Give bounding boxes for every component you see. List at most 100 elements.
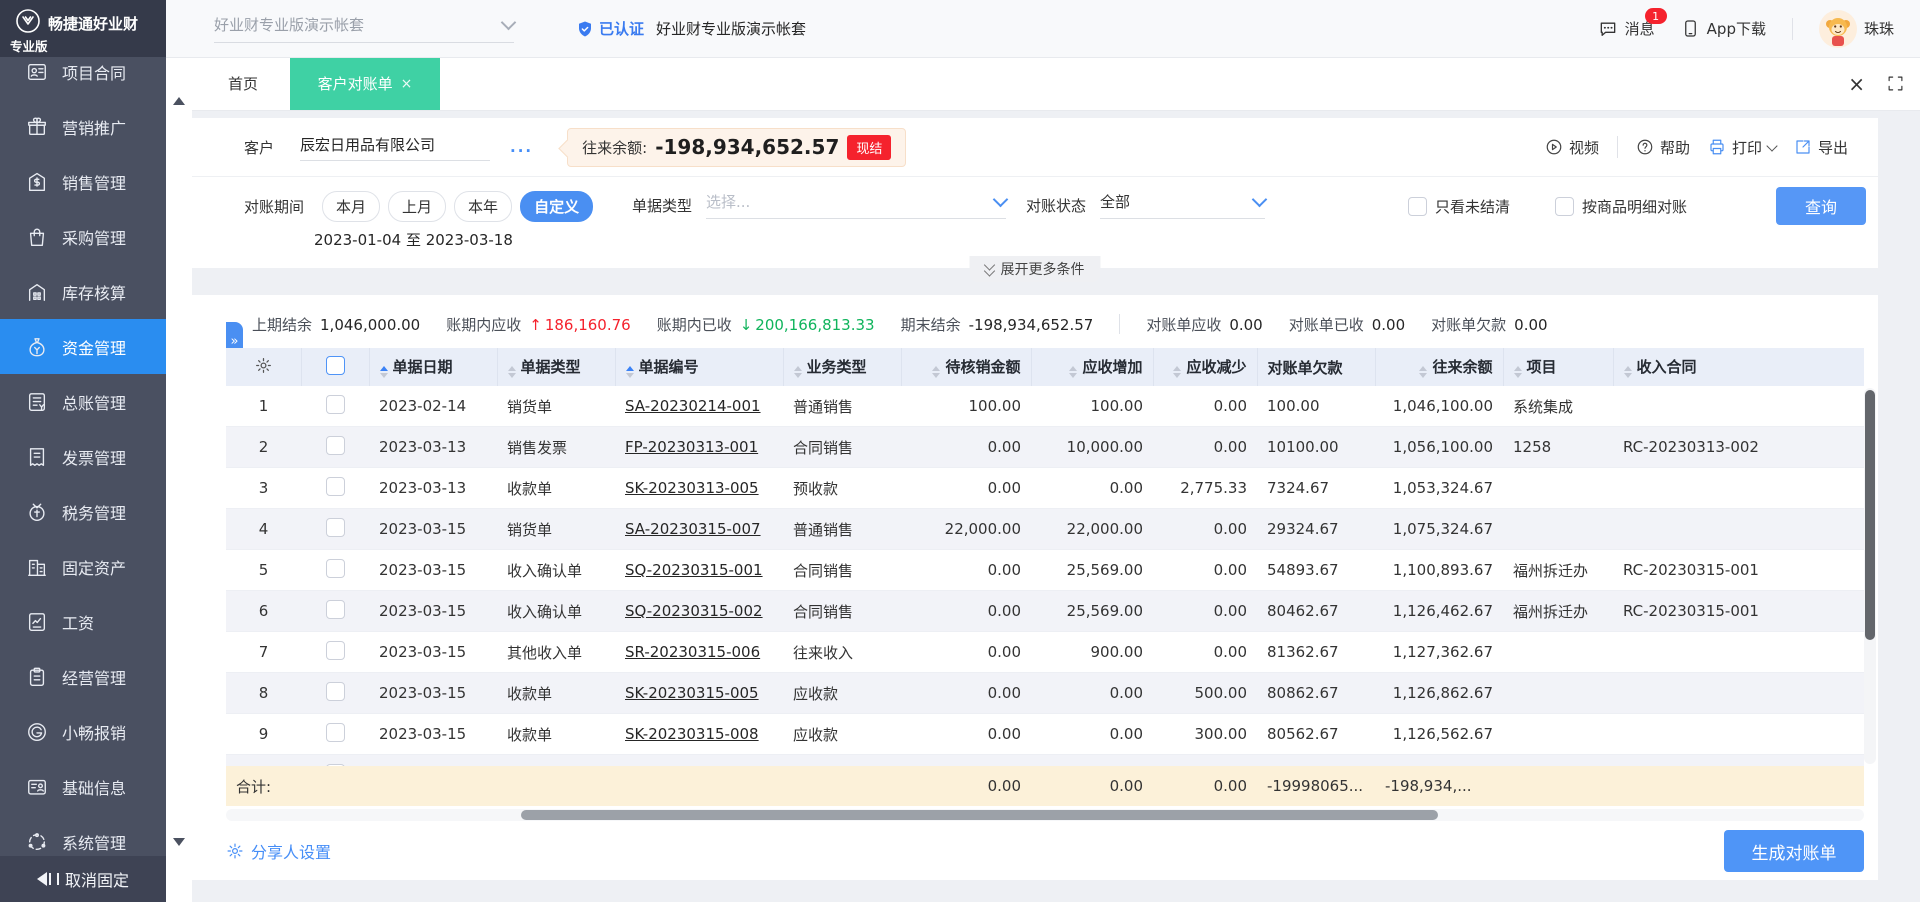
doc-no-link[interactable]: SK-20230313-005 <box>625 479 759 497</box>
doc-no-link[interactable]: SQ-20230315-002 <box>625 602 763 620</box>
sort-icon[interactable] <box>1623 366 1632 378</box>
cell-balance: 1,127,362.67 <box>1392 643 1493 661</box>
sort-icon[interactable] <box>1513 366 1522 378</box>
by-product-checkbox[interactable] <box>1555 197 1574 216</box>
col-header-balance[interactable]: 往来余额 <box>1375 348 1504 386</box>
sort-icon[interactable] <box>1419 366 1428 378</box>
row-checkbox[interactable] <box>325 599 345 619</box>
expand-more-button[interactable]: 展开更多条件 <box>969 256 1101 282</box>
tab-customer-statement[interactable]: 客户对账单 × <box>290 57 441 110</box>
export-button[interactable]: 导出 <box>1794 137 1848 158</box>
scroll-up-icon[interactable] <box>173 97 185 105</box>
sidebar-item-basic-info[interactable]: 基础信息 <box>0 759 166 814</box>
sort-icon[interactable] <box>1173 366 1182 378</box>
col-header-biz[interactable]: 业务类型 <box>783 348 902 386</box>
sidebar-item-funds[interactable]: 资金管理 <box>0 319 166 374</box>
col-header-contract[interactable]: 收入合同 <box>1613 348 1864 386</box>
col-header-pending[interactable]: 待核销金额 <box>901 348 1032 386</box>
sidebar-item-operation[interactable]: 经营管理 <box>0 649 166 704</box>
col-header-incr[interactable]: 应收增加 <box>1031 348 1154 386</box>
sort-icon[interactable] <box>932 366 941 378</box>
close-icon[interactable]: × <box>1848 71 1865 96</box>
row-checkbox[interactable] <box>325 517 345 537</box>
doc-no-link[interactable]: SA-20230214-001 <box>625 397 761 415</box>
doc-no-link[interactable]: SK-20230315-008 <box>625 725 759 743</box>
unsettled-checkbox[interactable] <box>1408 197 1427 216</box>
pill-this-month[interactable]: 本月 <box>322 191 381 222</box>
row-checkbox[interactable] <box>325 681 345 701</box>
row-checkbox[interactable] <box>325 722 345 742</box>
sort-icon[interactable] <box>379 366 388 378</box>
unpin-sidebar-button[interactable]: 取消固定 <box>0 856 166 902</box>
chevron-down-icon[interactable] <box>1766 139 1778 152</box>
avatar[interactable] <box>1818 9 1857 48</box>
doc-type-select[interactable]: 选择... <box>706 191 1009 219</box>
doc-no-link[interactable]: FP-20230313-001 <box>625 438 759 456</box>
sidebar-item-sales[interactable]: 销售管理 <box>0 154 166 209</box>
vertical-scrollbar[interactable] <box>1864 388 1876 764</box>
customer-select[interactable]: 辰宏日用品有限公司 <box>300 134 491 161</box>
doc-type-label: 单据类型 <box>632 196 693 215</box>
sidebar-item-reimburse[interactable]: 小畅报销 <box>0 704 166 759</box>
sidebar-item-invoice[interactable]: 发票管理 <box>0 429 166 484</box>
print-button[interactable]: 打印 <box>1708 137 1778 158</box>
col-header-type[interactable]: 单据类型 <box>497 348 616 386</box>
row-checkbox[interactable] <box>325 394 345 414</box>
scroll-down-icon[interactable] <box>173 838 185 846</box>
help-button[interactable]: 帮助 <box>1636 137 1690 158</box>
sort-icon[interactable] <box>625 366 634 378</box>
horizontal-scrollbar[interactable] <box>226 809 1864 821</box>
pill-this-year[interactable]: 本年 <box>454 191 513 222</box>
col-header-project[interactable]: 项目 <box>1503 348 1614 386</box>
status-select[interactable]: 全部 <box>1100 191 1268 219</box>
col-header-no[interactable]: 单据编号 <box>615 348 784 386</box>
horizontal-scrollbar-thumb[interactable] <box>520 810 1439 820</box>
messages-button[interactable]: 消息 1 <box>1598 8 1667 39</box>
sort-icon[interactable] <box>793 366 802 378</box>
unsettled-checkbox-group: 只看未结清 <box>1408 196 1510 217</box>
table-settings-gear-icon[interactable] <box>254 356 273 375</box>
vertical-scrollbar-thumb[interactable] <box>1865 390 1875 640</box>
sidebar-item-ledger[interactable]: 总账管理 <box>0 374 166 429</box>
sidebar-item-project-contract[interactable]: 项目合同 <box>0 57 166 99</box>
row-checkbox[interactable] <box>325 558 345 578</box>
date-range-value[interactable]: 2023-01-04 至 2023-03-18 <box>314 231 513 249</box>
col-header-num[interactable] <box>226 348 302 386</box>
app-download-button[interactable]: App下载 <box>1681 18 1766 39</box>
fullscreen-icon[interactable] <box>1887 75 1904 92</box>
row-checkbox[interactable] <box>325 476 345 496</box>
row-checkbox[interactable] <box>325 435 345 455</box>
doc-no-link[interactable]: SA-20230315-007 <box>625 520 761 538</box>
share-settings-button[interactable]: 分享人设置 <box>226 839 331 863</box>
pill-custom[interactable]: 自定义 <box>520 191 594 222</box>
col-header-decr[interactable]: 应收减少 <box>1153 348 1258 386</box>
row-checkbox[interactable] <box>325 763 345 766</box>
sidebar-item-inventory[interactable]: 库存核算 <box>0 264 166 319</box>
doc-no-link[interactable]: SK-20230315-005 <box>625 684 759 702</box>
account-set-select[interactable]: 好业财专业版演示帐套 <box>214 14 517 43</box>
col-header-date[interactable]: 单据日期 <box>369 348 498 386</box>
double-chevron-down-icon <box>983 259 996 277</box>
sidebar-item-system[interactable]: 系统管理 <box>0 814 166 856</box>
sort-icon[interactable] <box>1069 366 1078 378</box>
query-button[interactable]: 查询 <box>1776 187 1866 225</box>
sidebar-item-assets[interactable]: 固定资产 <box>0 539 166 594</box>
select-all-checkbox[interactable] <box>325 355 345 375</box>
col-header-check[interactable] <box>301 348 370 386</box>
video-button[interactable]: 视频 <box>1545 137 1599 158</box>
sidebar-item-purchase[interactable]: 采购管理 <box>0 209 166 264</box>
sidebar-item-salary[interactable]: 工资 <box>0 594 166 649</box>
more-button[interactable]: ... <box>510 138 534 156</box>
tab-home[interactable]: 首页 <box>222 57 264 110</box>
doc-no-link[interactable]: SQ-20230315-001 <box>625 561 763 579</box>
pill-last-month[interactable]: 上月 <box>388 191 447 222</box>
tab-close-icon[interactable]: × <box>400 75 413 92</box>
sidebar-item-marketing[interactable]: 营销推广 <box>0 99 166 154</box>
sort-icon[interactable] <box>507 366 516 378</box>
sidebar-scrollbar[interactable] <box>166 57 192 902</box>
generate-statement-button[interactable]: 生成对账单 <box>1724 830 1864 872</box>
user-menu[interactable]: 珠珠 <box>1818 9 1894 48</box>
doc-no-link[interactable]: SR-20230315-006 <box>625 643 761 661</box>
sidebar-item-tax[interactable]: 税务管理 <box>0 484 166 539</box>
row-checkbox[interactable] <box>325 640 345 660</box>
